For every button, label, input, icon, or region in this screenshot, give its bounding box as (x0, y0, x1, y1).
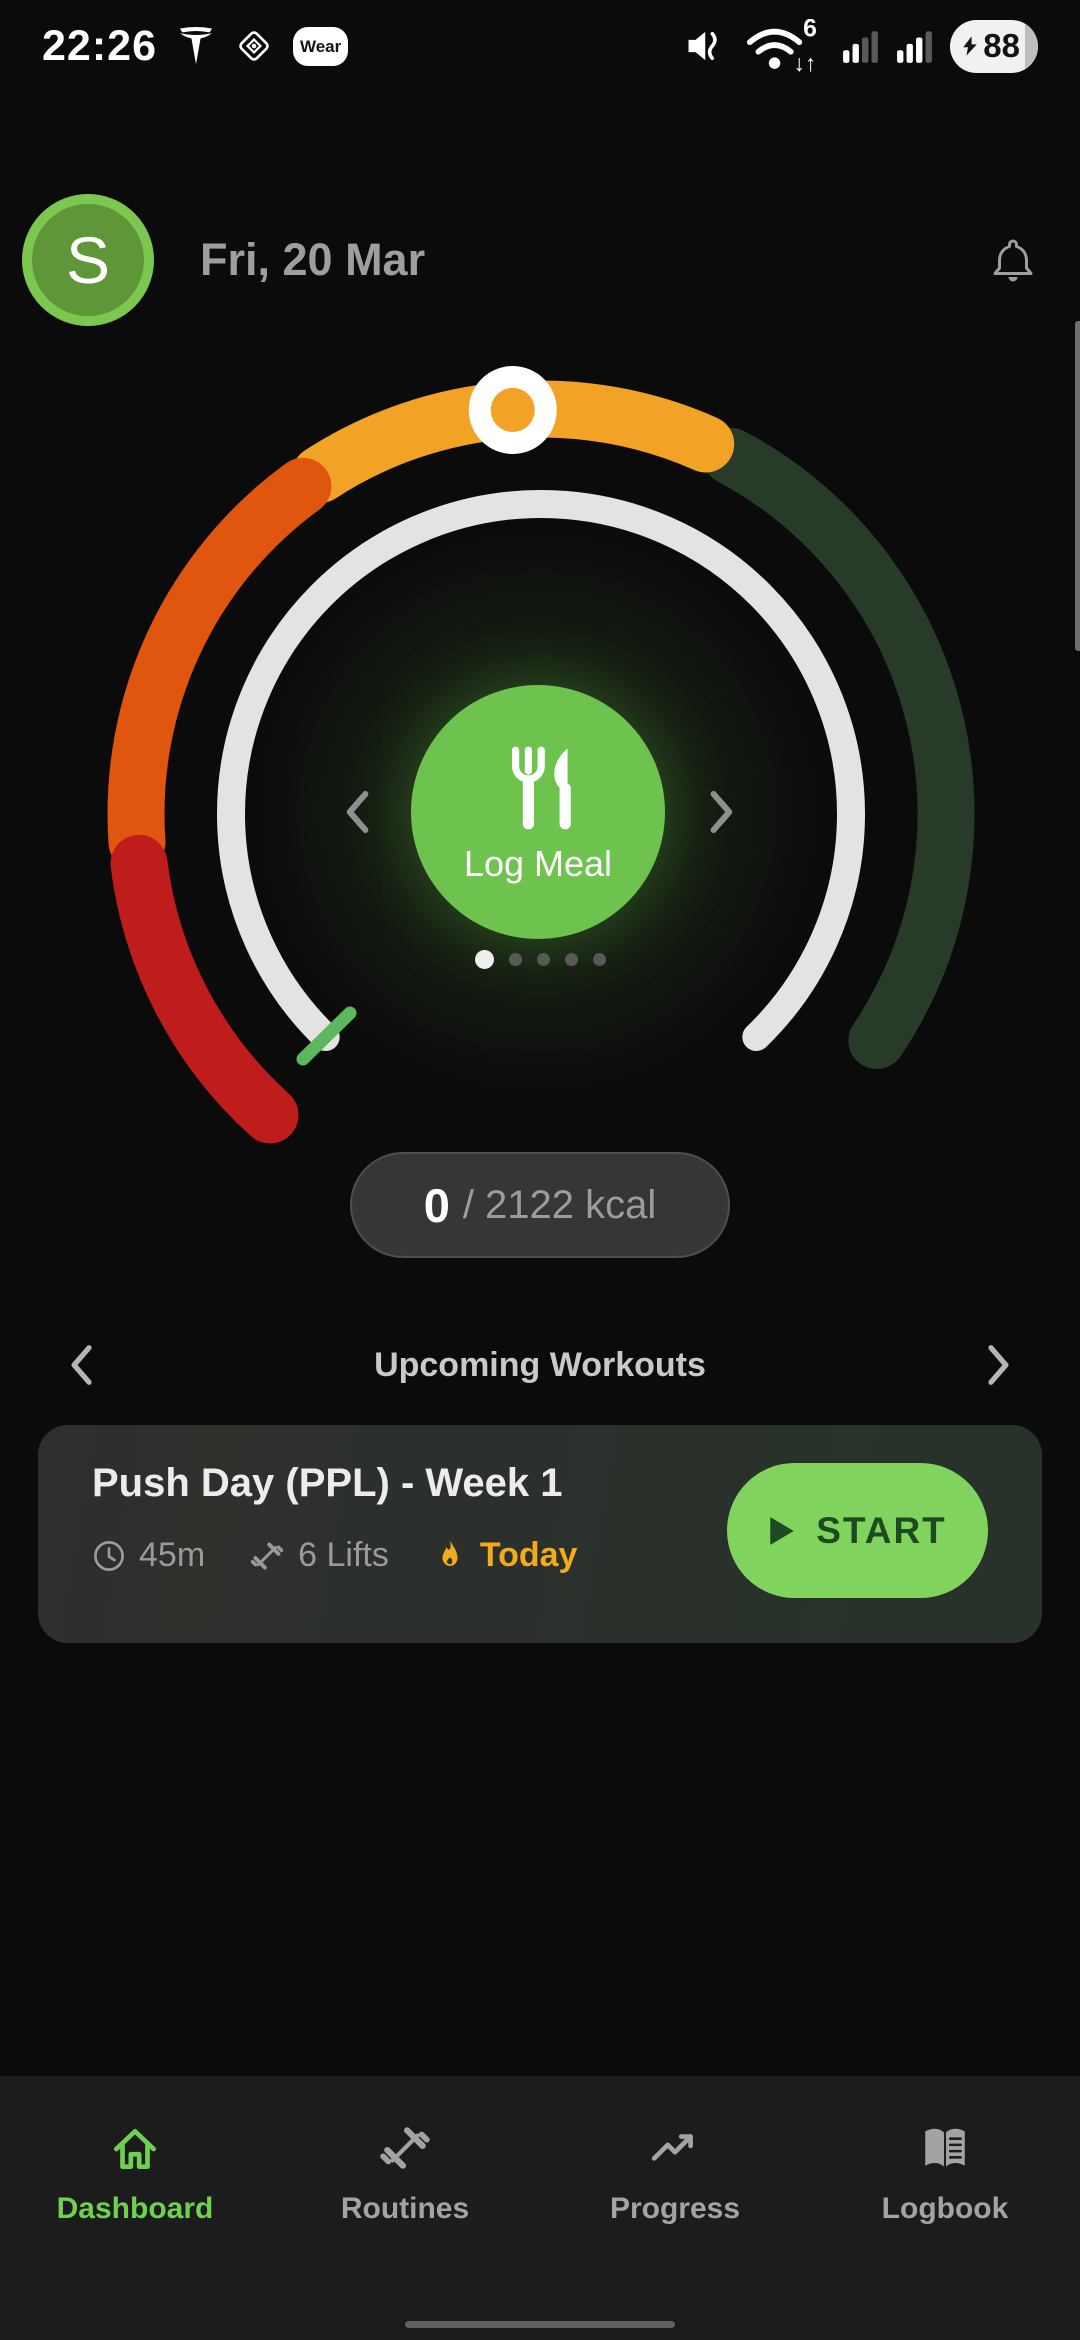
workouts-prev-icon[interactable] (64, 1342, 98, 1388)
clock-icon (94, 1540, 124, 1571)
lifts-label: 6 Lifts (298, 1536, 389, 1574)
upcoming-workouts-title: Upcoming Workouts (374, 1345, 706, 1384)
battery-percent: 88 (983, 27, 1020, 64)
tesla-logo-icon (180, 27, 212, 65)
home-icon (113, 2129, 157, 2170)
signal-bars-icon-sim1 (843, 31, 879, 63)
battery-indicator: 88 (950, 19, 1038, 73)
trending-up-icon (651, 2134, 693, 2161)
avatar-initial: S (65, 223, 111, 297)
avatar[interactable]: S (22, 194, 154, 326)
workout-meta: 45m 6 Lifts Today (92, 1536, 988, 1575)
nav-item-routines[interactable]: Routines (270, 2076, 540, 2340)
nav-label-logbook: Logbook (881, 2192, 1009, 2225)
header: S Fri, 20 Mar (22, 192, 1038, 328)
bottom-navigation: Dashboard Routines Progress Logbook (0, 2076, 1080, 2340)
workout-card[interactable]: Push Day (PPL) - Week 1 45m 6 Lifts (38, 1425, 1042, 1643)
workout-title: Push Day (PPL) - Week 1 (92, 1461, 563, 1505)
signal-bars-icon-sim2 (897, 31, 933, 63)
gesture-handle[interactable] (405, 2321, 675, 2328)
dumbbell-icon (250, 1542, 284, 1569)
due-meta: Today (433, 1536, 578, 1575)
start-label: START (816, 1509, 947, 1551)
fork-knife-icon (512, 746, 571, 830)
nav-label-dashboard: Dashboard (56, 2192, 214, 2225)
gauge-knob-center (490, 387, 535, 432)
status-bar: 22:26 Wear 6 ↓↑ (0, 0, 1080, 92)
nav-label-routines: Routines (340, 2192, 470, 2225)
date-label: Fri, 20 Mar (200, 234, 426, 285)
notification-diamond-icon (239, 31, 269, 61)
calories-current: 0 (423, 1178, 450, 1232)
carousel-dots[interactable] (0, 950, 1080, 969)
carousel-dot-0[interactable] (474, 950, 494, 969)
nav-item-dashboard[interactable]: Dashboard (0, 2076, 270, 2340)
scrollbar-thumb[interactable] (1075, 321, 1080, 651)
carousel-next-icon[interactable] (700, 788, 744, 836)
log-meal-label: Log Meal (463, 843, 613, 884)
workouts-next-icon[interactable] (982, 1342, 1016, 1388)
mute-vibrate-icon (688, 31, 717, 61)
carousel-dot-1[interactable] (508, 953, 522, 966)
nav-label-progress: Progress (609, 2192, 741, 2225)
wifi-6-icon: 6 ↓↑ (747, 19, 817, 73)
play-icon (770, 1516, 794, 1545)
logbook-book-icon (925, 2128, 965, 2167)
flame-icon (442, 1540, 458, 1566)
carousel-dot-4[interactable] (592, 953, 606, 966)
nav-item-logbook[interactable]: Logbook (810, 2076, 1080, 2340)
duration-label: 45m (139, 1536, 206, 1574)
carousel-dot-2[interactable] (536, 953, 550, 966)
calories-pill: 0 / 2122 kcal (350, 1152, 730, 1258)
charging-bolt-icon (963, 36, 978, 56)
battery-level-cap (1025, 19, 1038, 73)
start-workout-button[interactable]: START (727, 1463, 988, 1598)
dumbbell-nav-icon (380, 2127, 430, 2169)
svg-text:6: 6 (803, 19, 817, 42)
carousel-prev-icon[interactable] (335, 788, 379, 836)
notifications-bell-icon[interactable] (988, 232, 1038, 288)
clock-time: 22:26 (42, 21, 157, 70)
carousel-dot-3[interactable] (564, 953, 578, 966)
svg-text:↓↑: ↓↑ (794, 50, 817, 73)
wear-os-badge: Wear (292, 26, 349, 66)
gauge-knob-ring[interactable] (468, 365, 557, 454)
due-label: Today (479, 1536, 578, 1574)
lifts-meta: 6 Lifts (249, 1536, 389, 1575)
nav-item-progress[interactable]: Progress (540, 2076, 810, 2340)
calories-target: / 2122 kcal (462, 1182, 657, 1227)
log-meal-button[interactable]: Log Meal (411, 685, 665, 939)
gauge-zone-amber (291, 380, 735, 503)
upcoming-workouts-header: Upcoming Workouts (0, 1330, 1080, 1400)
duration-meta: 45m (92, 1536, 205, 1575)
